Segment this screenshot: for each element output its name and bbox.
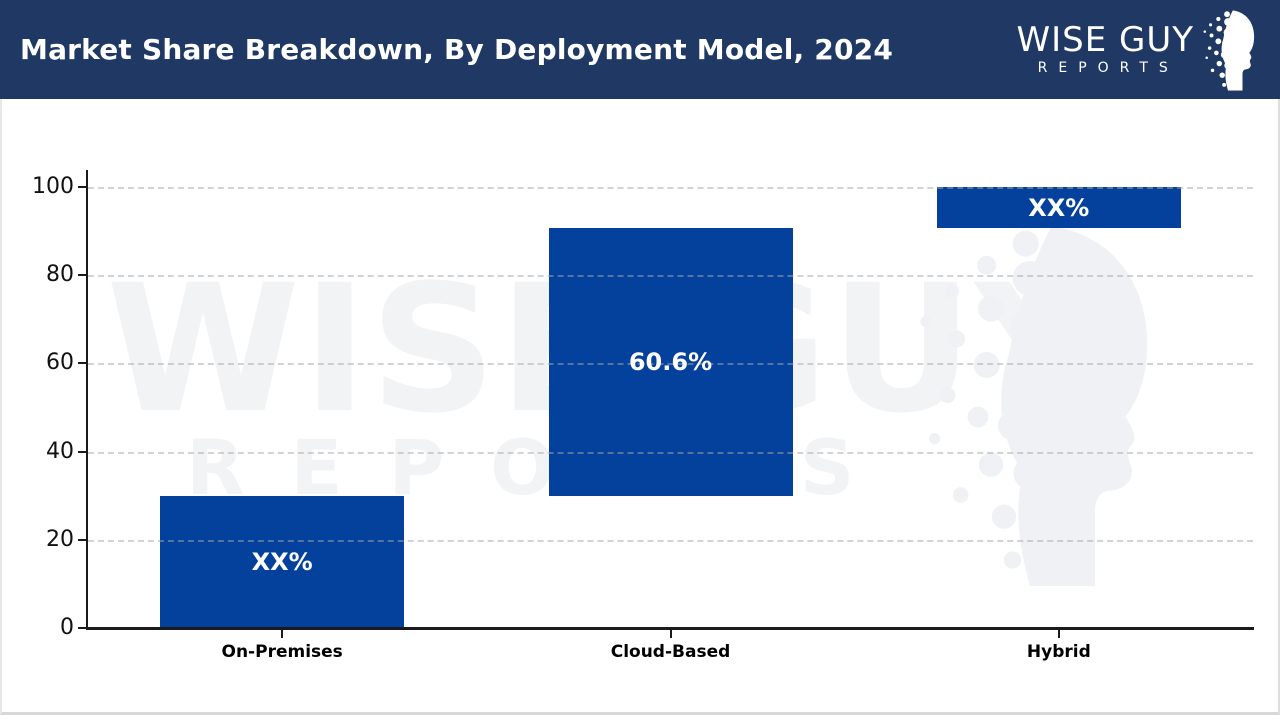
x-axis-tick: [1057, 630, 1060, 638]
gridline-20: [88, 539, 1253, 542]
y-axis-tick: [78, 450, 88, 453]
bar-on-premises: [160, 495, 405, 628]
y-axis-tick: [78, 627, 88, 629]
bar-hybrid: [936, 187, 1181, 229]
x-axis-tick: [281, 630, 284, 638]
header: Market Share Breakdown, By Deployment Mo…: [0, 0, 1280, 99]
brand-logo: WISE GUY REPORTS: [1016, 9, 1258, 91]
y-axis-tick: [78, 538, 88, 541]
y-axis-tick-label: 20: [46, 526, 74, 552]
bar-value-label: XX%: [1028, 193, 1090, 222]
x-axis-category-label: On-Premises: [221, 642, 343, 662]
y-axis-tick: [78, 274, 88, 277]
y-axis-tick-label: 60: [46, 350, 74, 376]
brand-subname: REPORTS: [1037, 59, 1179, 76]
x-axis-line: [86, 627, 1254, 630]
gridline-60: [88, 363, 1253, 366]
y-axis-tick-label: 80: [46, 262, 74, 288]
bar-value-label: 60.6%: [628, 348, 713, 377]
bar-value-label: XX%: [251, 547, 313, 576]
page-title: Market Share Breakdown, By Deployment Mo…: [20, 33, 894, 66]
bar-cloud-based: [548, 228, 793, 496]
y-axis-tick-label: 0: [60, 615, 74, 640]
x-axis-category-label: Hybrid: [1026, 642, 1091, 662]
gridline-40: [88, 451, 1253, 454]
gridline-80: [88, 275, 1253, 278]
y-axis-line: [86, 170, 88, 629]
brand-logo-text: WISE GUY REPORTS: [1016, 20, 1194, 76]
gridline-100: [88, 187, 1253, 189]
y-axis-tick: [78, 186, 88, 188]
y-axis-tick-label: 40: [46, 438, 74, 464]
brand-head-icon: [1198, 9, 1258, 91]
x-axis-tick: [669, 630, 672, 638]
brand-name: WISE GUY: [1016, 20, 1194, 61]
x-axis-category-label: Cloud-Based: [610, 642, 731, 662]
y-axis-tick: [78, 362, 88, 365]
y-axis-tick-label: 100: [32, 174, 74, 199]
